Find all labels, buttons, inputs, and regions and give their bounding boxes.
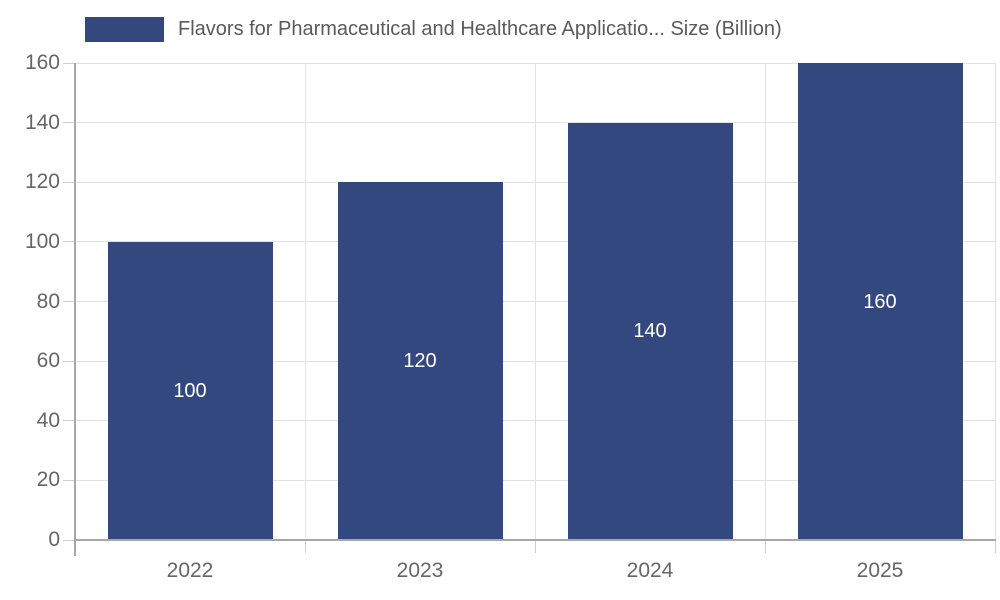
x-tick <box>994 540 996 553</box>
x-axis-label: 2023 <box>396 559 444 582</box>
y-axis-label: 20 <box>36 468 60 492</box>
x-axis-label: 2024 <box>626 559 674 582</box>
y-tick <box>63 241 75 243</box>
y-tick <box>63 479 75 481</box>
y-tick <box>63 62 75 64</box>
x-gridline <box>534 63 536 540</box>
x-gridline <box>304 63 306 540</box>
y-axis-label: 60 <box>36 349 60 373</box>
y-tick <box>63 420 75 422</box>
legend[interactable]: Flavors for Pharmaceutical and Healthcar… <box>85 17 782 42</box>
y-axis-label: 40 <box>36 408 60 432</box>
y-tick <box>63 539 75 541</box>
y-tick <box>63 181 75 183</box>
y-axis-label: 80 <box>36 289 60 313</box>
bar: 160 <box>797 63 963 540</box>
x-axis-line <box>74 539 996 541</box>
y-axis-label: 120 <box>24 170 60 194</box>
bar: 100 <box>107 241 273 540</box>
x-gridline <box>764 63 766 540</box>
legend-swatch <box>85 17 164 42</box>
x-tick <box>764 540 766 553</box>
x-gridline <box>994 63 996 540</box>
y-tick <box>63 301 75 302</box>
x-axis-label: 2025 <box>856 559 904 582</box>
bar-value-label: 140 <box>633 320 667 343</box>
y-axis-label: 0 <box>48 528 60 551</box>
bar-value-label: 120 <box>403 350 437 373</box>
y-axis-label: 140 <box>24 110 60 134</box>
bar: 140 <box>567 122 733 540</box>
bar: 120 <box>337 182 503 540</box>
x-tick <box>304 540 306 553</box>
x-axis-label: 2022 <box>166 559 214 582</box>
bar-value-label: 100 <box>173 379 207 402</box>
y-axis-label: 100 <box>24 229 60 253</box>
legend-label: Flavors for Pharmaceutical and Healthcar… <box>178 18 782 40</box>
y-axis-label: 160 <box>24 51 60 74</box>
bar-value-label: 160 <box>863 290 897 313</box>
y-tick <box>63 360 75 362</box>
x-tick <box>534 540 536 553</box>
y-axis-line <box>74 63 76 556</box>
y-tick <box>63 122 75 124</box>
